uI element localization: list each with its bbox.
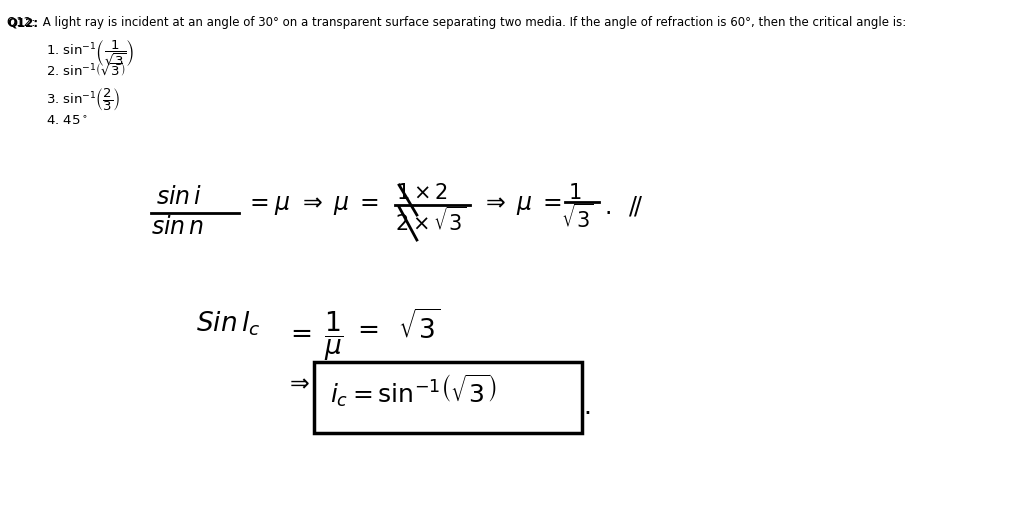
Text: 4. $45^\circ$: 4. $45^\circ$	[46, 115, 88, 128]
Text: Q12:: Q12:	[7, 16, 38, 29]
Text: $= \mu$: $= \mu$	[245, 193, 290, 217]
Text: $sin\,n$: $sin\,n$	[152, 215, 205, 239]
Text: $\Rightarrow\;\mu\;=$: $\Rightarrow\;\mu\;=$	[481, 193, 562, 217]
Text: Q12:  A light ray is incident at an angle of 30° on a transparent surface separa: Q12: A light ray is incident at an angle…	[7, 16, 906, 29]
Text: 1. $\sin^{-1}\!\left(\dfrac{1}{\sqrt{3}}\right)$: 1. $\sin^{-1}\!\left(\dfrac{1}{\sqrt{3}}…	[46, 38, 135, 68]
Text: $=\;\;\sqrt{3}$: $=\;\;\sqrt{3}$	[352, 310, 440, 345]
Text: 2. $\sin^{-1}\!\left(\sqrt{3}\right)$: 2. $\sin^{-1}\!\left(\sqrt{3}\right)$	[46, 62, 126, 78]
Text: $1$: $1$	[568, 183, 582, 203]
Text: $i_c = \sin^{-1}\!\left(\sqrt{3}\right)$: $i_c = \sin^{-1}\!\left(\sqrt{3}\right)$	[330, 372, 497, 409]
Text: $2\times\sqrt{3}$: $2\times\sqrt{3}$	[394, 207, 466, 235]
Text: $.\;\;/\!/$: $.\;\;/\!/$	[604, 195, 643, 219]
Text: $sin\,i$: $sin\,i$	[156, 185, 202, 209]
Text: $\sqrt{3}$: $\sqrt{3}$	[561, 204, 594, 232]
Text: 3. $\sin^{-1}\!\left(\dfrac{2}{3}\right)$: 3. $\sin^{-1}\!\left(\dfrac{2}{3}\right)…	[46, 86, 121, 113]
Text: $\Rightarrow\;\mu\;=$: $\Rightarrow\;\mu\;=$	[298, 193, 379, 217]
Text: $1\times 2$: $1\times 2$	[396, 183, 449, 203]
Text: $\Rightarrow$: $\Rightarrow$	[285, 370, 310, 394]
Text: $.$: $.$	[584, 395, 591, 419]
Text: $=\;\dfrac{1}{\mu}$: $=\;\dfrac{1}{\mu}$	[285, 310, 343, 363]
Text: $Sin\,l_c$: $Sin\,l_c$	[196, 310, 260, 338]
